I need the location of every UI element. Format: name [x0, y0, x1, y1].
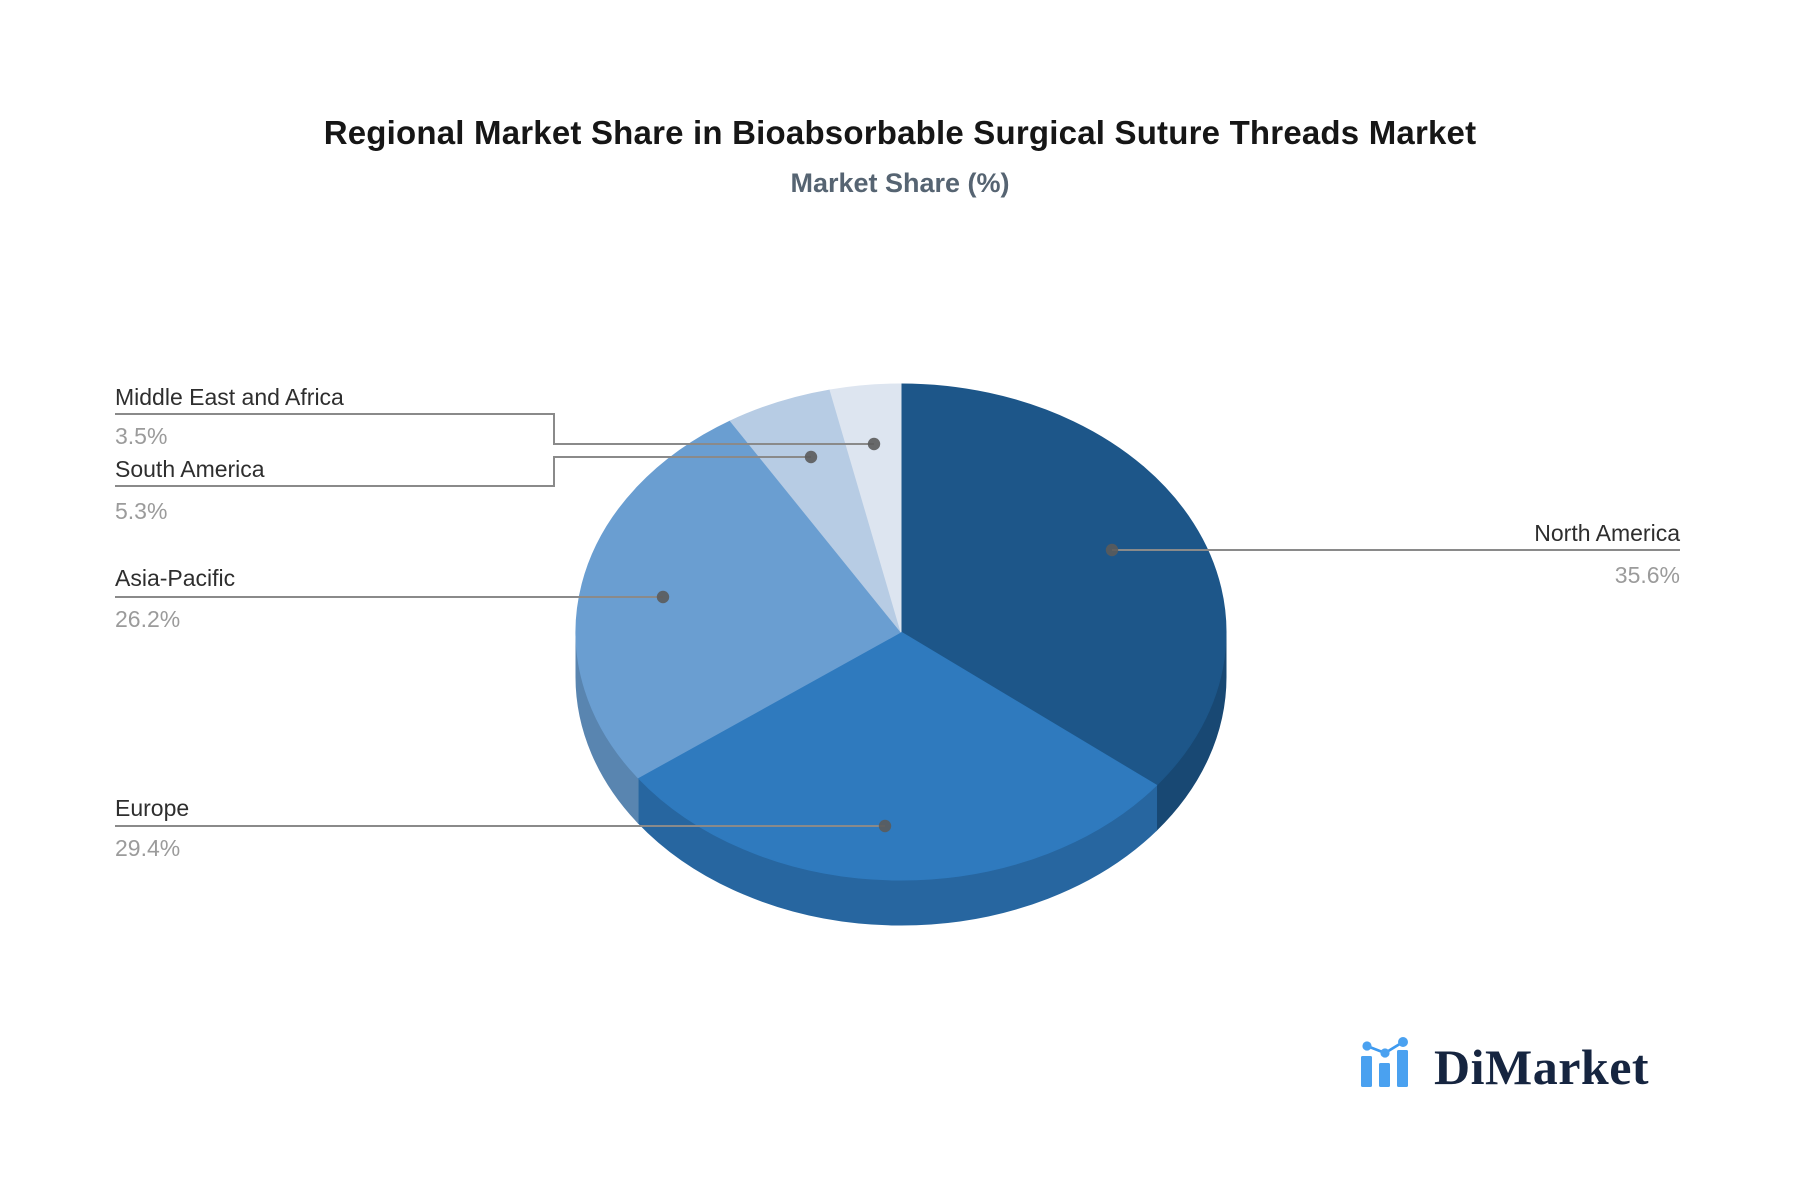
leader-dot-middle-east-and-africa — [867, 437, 881, 451]
chart-title: Regional Market Share in Bioabsorbable S… — [323, 114, 1477, 151]
pie-slice-north-america[interactable] — [900, 383, 1227, 786]
logo-trend-dot — [1398, 1037, 1408, 1047]
slice-label-south-america: South America — [115, 456, 265, 482]
slice-value-asia-pacific: 26.2% — [115, 606, 180, 632]
slice-label-middle-east-and-africa: Middle East and Africa — [115, 384, 344, 410]
logo-bar — [1361, 1056, 1372, 1087]
pie-slice-middle-east-and-africa[interactable] — [829, 383, 902, 633]
leader-line-middle-east-and-africa — [115, 413, 874, 445]
logo-trend-dot — [1380, 1048, 1390, 1058]
logo-bar-chart-icon — [1361, 1037, 1408, 1087]
pie-slice-europe[interactable] — [637, 631, 1158, 881]
chart-subtitle: Market Share (%) — [790, 168, 1010, 198]
leader-line-south-america — [115, 456, 811, 487]
slice-label-asia-pacific: Asia-Pacific — [115, 565, 235, 591]
leader-dot-south-america — [804, 450, 818, 464]
slice-label-europe: Europe — [115, 795, 189, 821]
logo-bar — [1379, 1063, 1390, 1087]
slice-value-middle-east-and-africa: 3.5% — [115, 423, 167, 449]
pie-slice-asia-pacific[interactable] — [575, 420, 902, 779]
leader-dot-asia-pacific — [656, 590, 670, 604]
slice-value-europe: 29.4% — [115, 835, 180, 861]
leader-dot-north-america — [1105, 543, 1119, 557]
logo-trend-dot — [1362, 1041, 1372, 1051]
slice-label-north-america: North America — [1534, 520, 1680, 546]
leader-dot-europe — [878, 819, 892, 833]
slice-value-north-america: 35.6% — [1615, 562, 1680, 588]
brand-logo[interactable]: DiMarket — [1358, 1036, 1650, 1095]
logo-bar — [1397, 1050, 1408, 1087]
slice-value-south-america: 5.3% — [115, 498, 167, 524]
logo-text: DiMarket — [1434, 1039, 1650, 1095]
